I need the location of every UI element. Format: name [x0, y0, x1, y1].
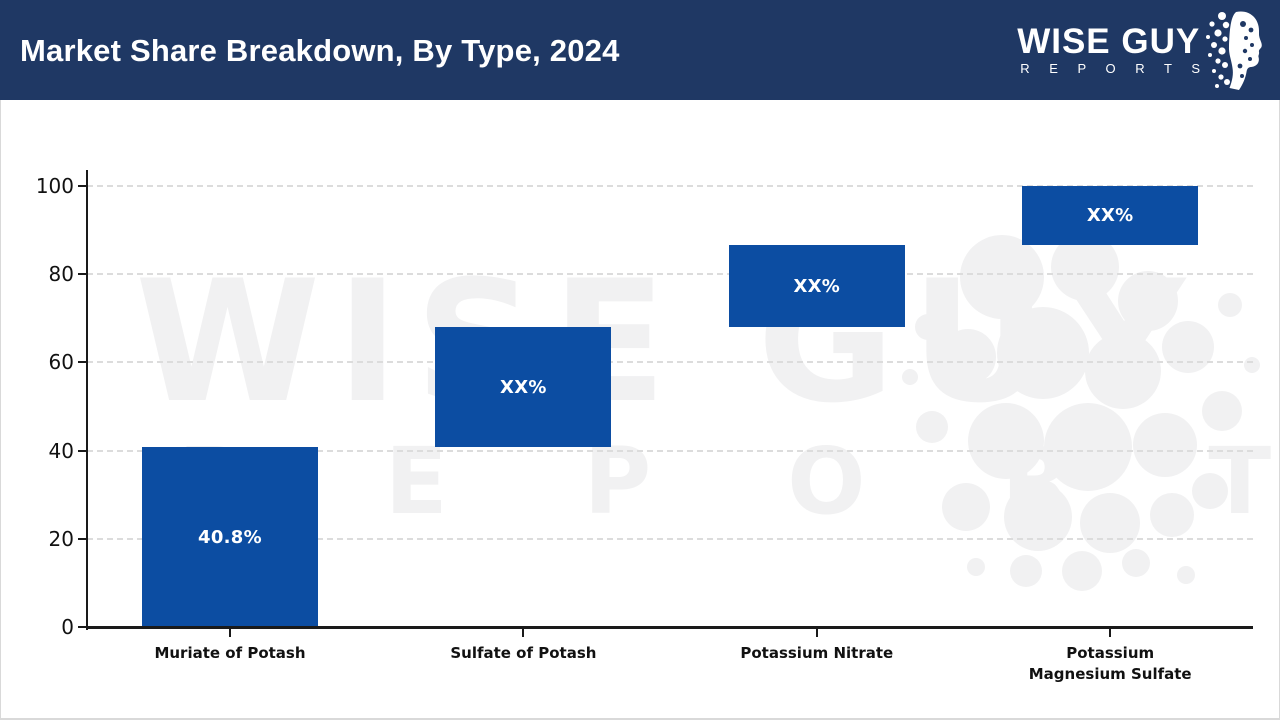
bar-value-label: XX% — [1086, 205, 1134, 227]
x-category-label-0: Muriate of Potash — [154, 644, 306, 662]
y-tick-40 — [78, 449, 87, 452]
y-tick-label-0: 0 — [61, 615, 74, 639]
bar-muriate-of-potash: 40.8% — [142, 447, 318, 627]
y-tick-60 — [78, 361, 87, 364]
y-tick-100 — [78, 185, 87, 187]
y-tick-20 — [78, 537, 87, 540]
page-title: Market Share Breakdown, By Type, 2024 — [20, 33, 620, 68]
y-tick-label-100: 100 — [35, 174, 74, 198]
gridline-80 — [87, 273, 1253, 276]
logo-wordmark: WISE GUY — [1017, 22, 1201, 61]
gridline-60 — [87, 361, 1253, 364]
logo-subtext: R E P O R T S — [1020, 61, 1208, 76]
wiseguy-logo: WISE GUY R E P O R T S — [1017, 6, 1266, 94]
bar-potassium-nitrate: XX% — [728, 245, 905, 328]
bar-value-label: XX% — [793, 275, 841, 297]
wiseguy-head-icon — [1206, 11, 1262, 90]
y-tick-label-20: 20 — [48, 526, 74, 551]
header-bar: Market Share Breakdown, By Type, 2024 WI… — [0, 0, 1280, 100]
y-tick-label-60: 60 — [48, 350, 74, 375]
y-tick-label-40: 40 — [48, 438, 74, 463]
watermark-head-dots — [902, 233, 1260, 591]
bar-sulfate-of-potash: XX% — [435, 327, 612, 448]
x-category-label-3: Potassium Magnesium Sulfate — [1028, 644, 1192, 683]
y-tick-0 — [78, 626, 87, 628]
bottom-border — [0, 718, 1280, 720]
x-tick-2 — [815, 629, 818, 637]
bar-potassium-magnesium-sulfate: XX% — [1022, 186, 1199, 246]
gridline-40 — [87, 449, 1253, 452]
logo-text: WISE GUY R E P O R T S — [1017, 22, 1208, 77]
x-axis-line — [86, 626, 1253, 629]
gridline-100 — [87, 185, 1253, 187]
x-tick-0 — [229, 629, 231, 637]
y-tick-80 — [78, 273, 87, 276]
y-tick-label-80: 80 — [48, 262, 74, 287]
x-tick-1 — [522, 629, 525, 637]
left-border — [0, 100, 1, 720]
gridline-20 — [87, 537, 1253, 540]
x-category-label-1: Sulfate of Potash — [450, 644, 597, 662]
bar-value-label: XX% — [500, 376, 547, 398]
x-tick-3 — [1109, 629, 1112, 637]
x-category-label-2: Potassium Nitrate — [740, 644, 894, 662]
bar-value-label: 40.8% — [198, 526, 262, 548]
y-axis-line — [86, 170, 88, 630]
